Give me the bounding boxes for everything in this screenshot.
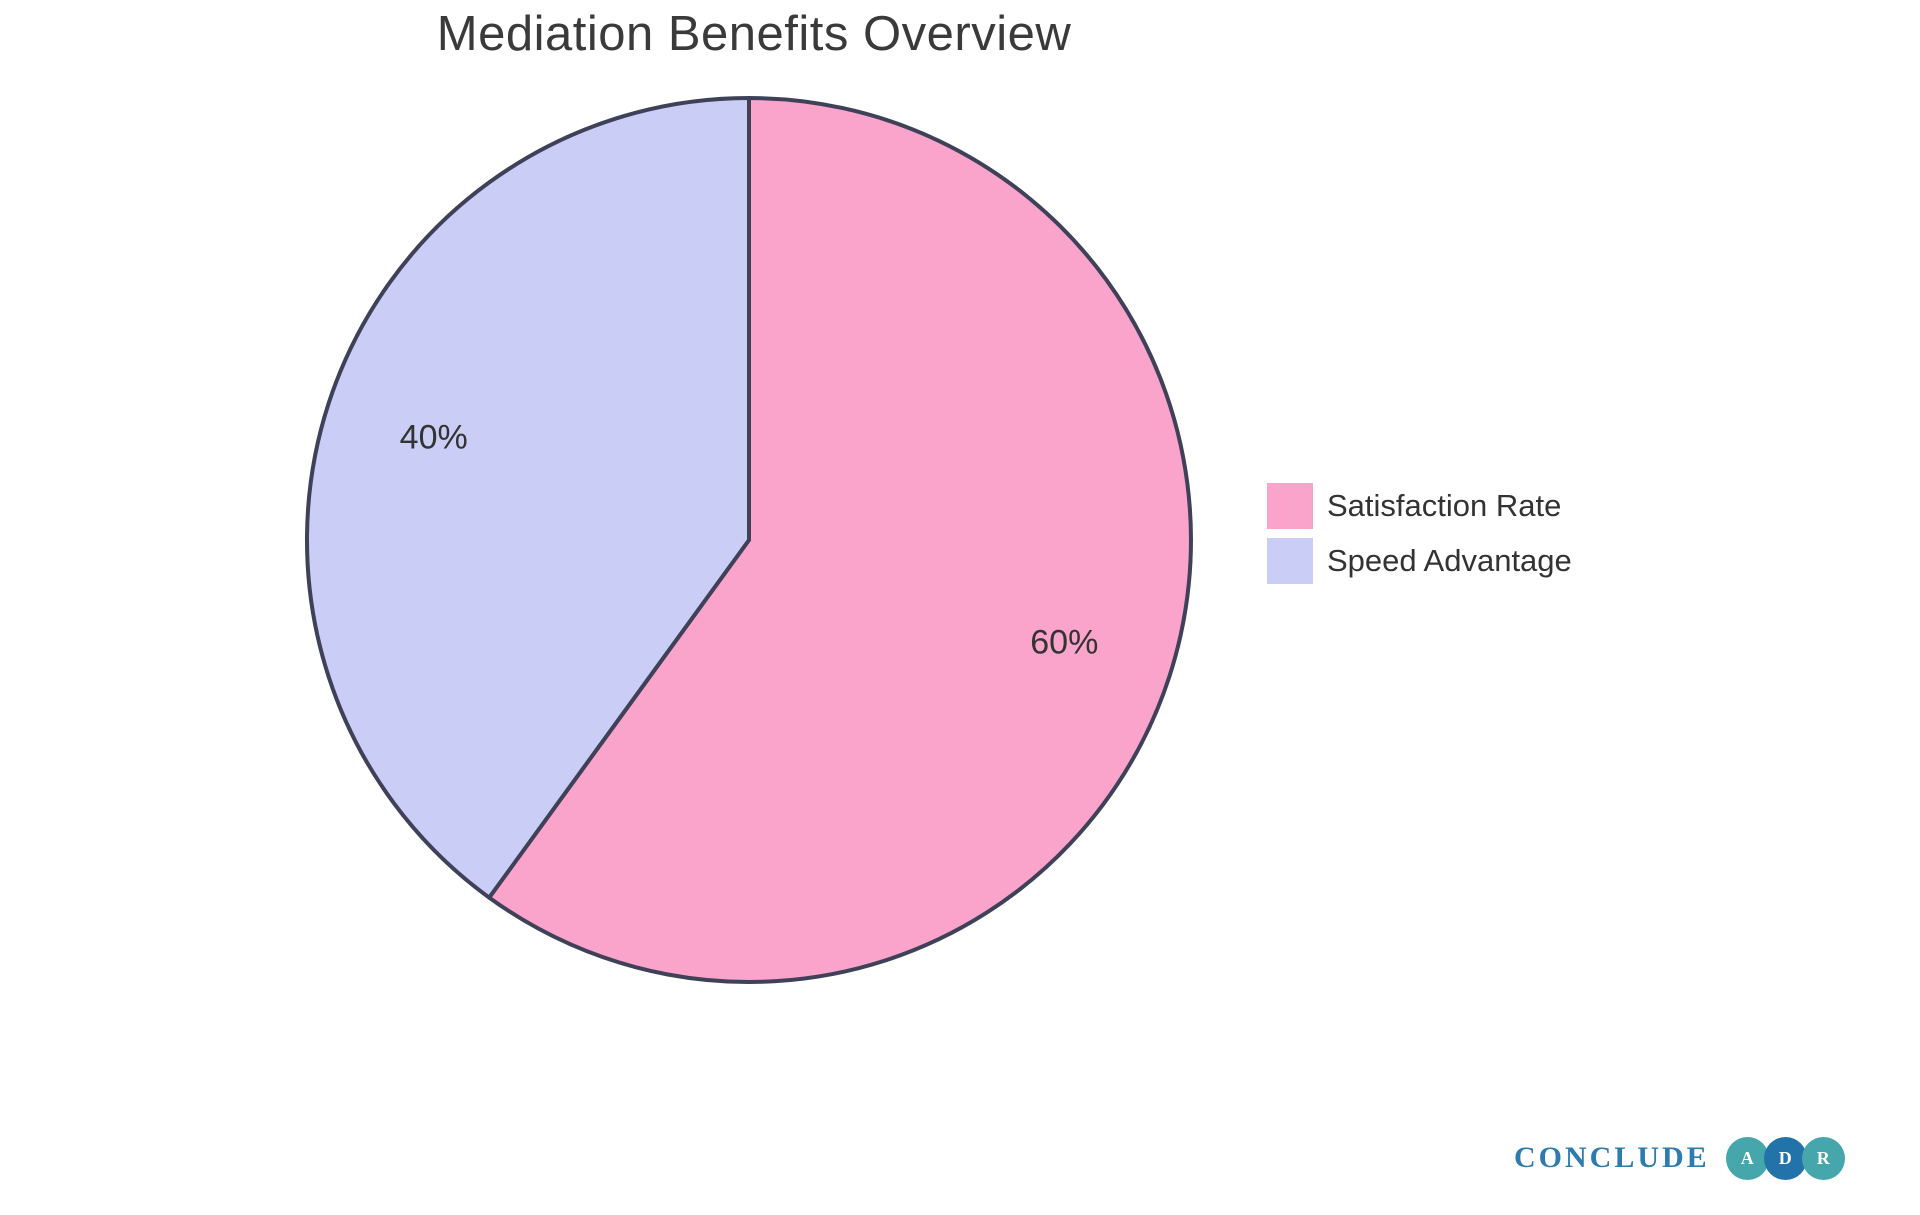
logo-circle-a: A xyxy=(1725,1136,1769,1180)
legend-label-satisfaction-rate: Satisfaction Rate xyxy=(1327,488,1562,523)
pie-value-label-speed-advantage: 40% xyxy=(400,419,468,457)
legend: Satisfaction Rate Speed Advantage xyxy=(1267,483,1572,593)
legend-swatch-speed-advantage xyxy=(1267,538,1313,584)
legend-label-speed-advantage: Speed Advantage xyxy=(1327,543,1572,578)
logo-circle-r: R xyxy=(1801,1136,1845,1180)
legend-item-speed-advantage: Speed Advantage xyxy=(1267,538,1572,584)
pie-slice-speed-advantage xyxy=(304,96,751,900)
brand-logo: CONCLUDE A D R xyxy=(1514,1136,1845,1180)
logo-adr-badge: A D R xyxy=(1725,1136,1845,1180)
chart-title: Mediation Benefits Overview xyxy=(436,7,1072,61)
legend-swatch-satisfaction-rate xyxy=(1267,483,1313,529)
pie-slice-satisfaction-rate xyxy=(487,96,1193,984)
brand-wordmark: CONCLUDE xyxy=(1514,1141,1710,1174)
legend-item-satisfaction-rate: Satisfaction Rate xyxy=(1267,483,1572,529)
logo-circle-d: D xyxy=(1763,1136,1807,1180)
pie-value-label-satisfaction-rate: 60% xyxy=(1030,623,1098,661)
